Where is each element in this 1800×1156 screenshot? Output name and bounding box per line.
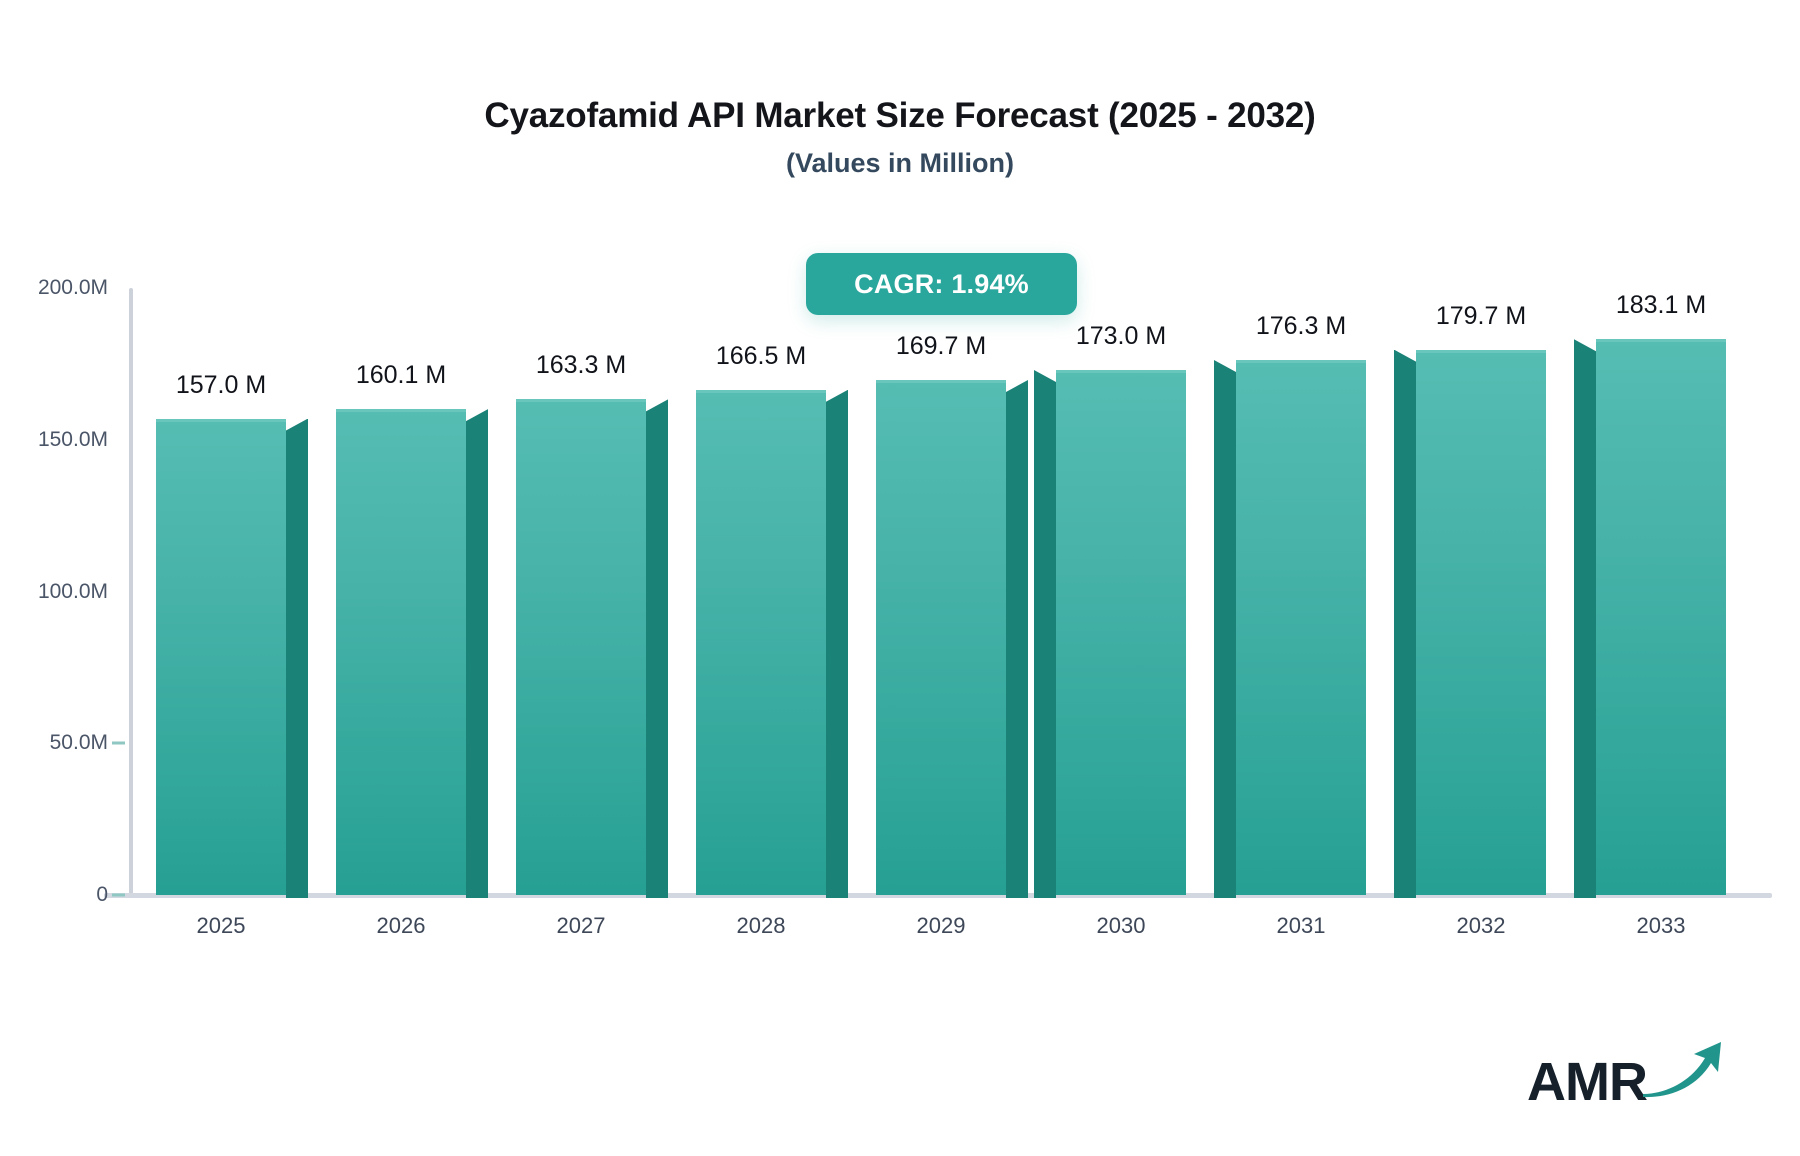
- x-axis-tick-label: 2027: [556, 913, 606, 938]
- bar-front-face: [1056, 369, 1186, 895]
- bar-front-face: [876, 379, 1006, 895]
- x-axis-tick-label: 2029: [916, 913, 966, 938]
- y-axis-tick-mark: [112, 741, 125, 745]
- y-axis-tick-mark: [112, 893, 125, 897]
- bar-top-edge: [1416, 349, 1546, 353]
- bar-top-edge: [696, 389, 826, 393]
- bar: [156, 418, 308, 898]
- bar-value-label: 179.7 M: [1435, 301, 1527, 330]
- cagr-badge: CAGR: 1.94%: [806, 253, 1077, 315]
- bar-top-edge: [1236, 359, 1366, 363]
- bar-side-face: [646, 399, 668, 898]
- x-axis-line: [104, 893, 1772, 898]
- cagr-badge-label: CAGR: 1.94%: [854, 268, 1029, 299]
- bar-side-face: [466, 409, 488, 898]
- y-axis-tick-label: 0: [96, 883, 108, 906]
- bar: [1034, 369, 1186, 898]
- x-axis-tick-label: 2031: [1276, 913, 1326, 938]
- bar-front-face: [1596, 339, 1726, 895]
- plot-area: 157.0 M 2025 160.1 M 2026 163.3 M 2027 166.5 M…: [131, 288, 1751, 938]
- amr-logo-text: AMR: [1527, 1052, 1648, 1112]
- x-axis-tick-label: 2026: [376, 913, 426, 938]
- bar-front-face: [336, 409, 466, 895]
- bar-side-face: [1034, 369, 1056, 898]
- growth-arrow-icon: [1639, 1038, 1725, 1105]
- bar: [1574, 339, 1726, 898]
- y-axis-tick-label: 100.0M: [37, 579, 108, 603]
- bar-value-label: 163.3 M: [535, 351, 627, 380]
- bar: [876, 379, 1028, 898]
- bar-value-label: 183.1 M: [1615, 291, 1707, 320]
- bar: [1214, 359, 1366, 898]
- bar: [1394, 349, 1546, 898]
- bar-value-label: 173.0 M: [1075, 321, 1167, 350]
- x-axis-tick-label: 2030: [1096, 913, 1146, 938]
- x-axis-tick-label: 2033: [1636, 913, 1686, 938]
- bar-side-face: [1574, 339, 1596, 898]
- bar-top-edge: [156, 418, 286, 422]
- bar-side-face: [286, 418, 308, 898]
- page-title: Cyazofamid API Market Size Forecast (202…: [484, 96, 1316, 135]
- bar: [696, 389, 848, 898]
- amr-logo: AMR: [1527, 1038, 1725, 1109]
- bar-front-face: [516, 399, 646, 895]
- x-axis-tick-label: 2028: [736, 913, 786, 938]
- y-axis-tick-label: 150.0M: [37, 427, 108, 451]
- x-axis-tick-label: 2032: [1456, 913, 1506, 938]
- bar-top-edge: [1596, 339, 1726, 343]
- bar-top-edge: [516, 399, 646, 403]
- y-axis-tick-label: 200.0M: [37, 276, 108, 299]
- bar-front-face: [696, 389, 826, 895]
- bar-side-face: [1214, 359, 1236, 898]
- bar-top-edge: [1056, 369, 1186, 373]
- bar-side-face: [1394, 349, 1416, 898]
- bar-value-label: 166.5 M: [715, 341, 807, 370]
- x-axis-tick-label: 2025: [196, 913, 246, 938]
- bar: [336, 409, 488, 898]
- bar-side-face: [826, 389, 848, 898]
- bar-front-face: [1236, 359, 1366, 895]
- bar-top-edge: [876, 379, 1006, 383]
- bar-top-edge: [336, 409, 466, 413]
- chart-subtitle: (Values in Million): [785, 148, 1015, 178]
- y-axis-line: [129, 288, 133, 895]
- bar-value-label: 160.1 M: [355, 361, 447, 390]
- bar-front-face: [1416, 349, 1546, 895]
- bar-side-face: [1006, 379, 1028, 898]
- bar: [516, 399, 668, 898]
- y-axis-tick-label: 50.0M: [49, 731, 108, 755]
- bar-value-label: 169.7 M: [895, 331, 987, 360]
- bar-value-label: 157.0 M: [175, 370, 267, 399]
- bar-front-face: [156, 418, 286, 895]
- bar-value-label: 176.3 M: [1255, 311, 1347, 340]
